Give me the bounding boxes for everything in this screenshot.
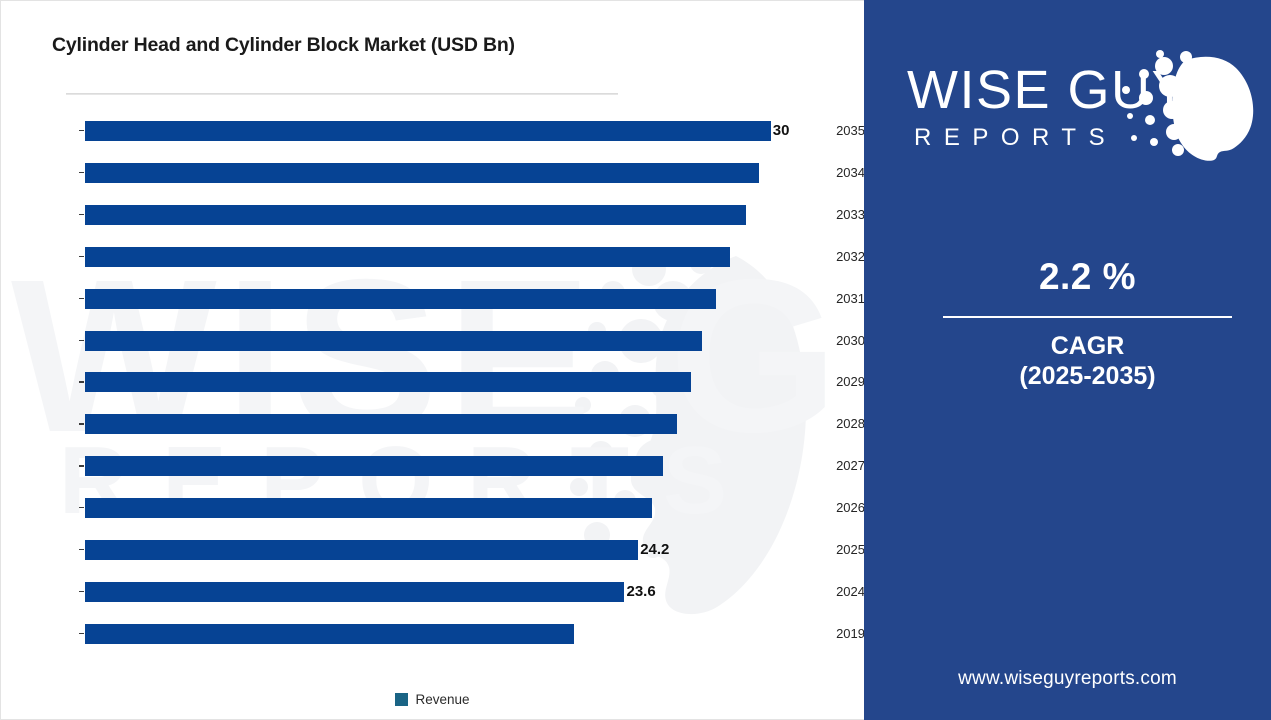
y-axis-tick-mark — [79, 130, 84, 132]
logo-secondary-text: REPORTS — [914, 124, 1117, 151]
bar-2027[interactable] — [85, 456, 664, 477]
bar-fill — [85, 540, 639, 560]
cagr-divider — [943, 315, 1232, 318]
website-url[interactable]: www.wiseguyreports.com — [958, 668, 1177, 689]
y-axis-tick-mark — [79, 213, 84, 216]
y-axis-tick-label: 2019 — [836, 625, 864, 641]
bar-2035[interactable]: 30 — [85, 121, 789, 141]
y-axis-tick-label: 2027 — [836, 458, 864, 474]
y-axis-tick-mark — [79, 590, 84, 593]
bar-2024[interactable]: 23.6 — [85, 581, 656, 602]
bar-2026[interactable] — [85, 498, 652, 519]
bar-fill — [85, 288, 716, 309]
bar-2031[interactable] — [85, 288, 716, 309]
bar-row: 2024 23.6 — [1, 581, 864, 624]
bar-row: 2033 — [1, 204, 864, 247]
bar-2025[interactable]: 24.2 — [85, 540, 669, 560]
bar-row: 2030 — [1, 330, 864, 373]
cagr-value: 2.2 % — [1038, 256, 1137, 297]
plot-area: 2035 30 2034 2033 2032 2031 2030 2029 2028 2027 20… — [1, 1, 864, 681]
logo-primary-text: WISE GUY — [907, 60, 1189, 120]
bar-row: 2032 — [1, 246, 864, 289]
y-axis-tick-mark — [79, 465, 84, 467]
y-axis-tick-label: 2034 — [836, 164, 864, 180]
bar-row: 2026 — [1, 498, 864, 540]
bar-value-label: 23.6 — [626, 582, 656, 600]
bar-fill — [85, 204, 746, 225]
bar-2034[interactable] — [85, 162, 760, 183]
y-axis-tick-mark — [79, 255, 84, 258]
brand-side-panel: WISE GUY REPORTS — [864, 0, 1271, 720]
bar-row: 2025 24.2 — [1, 540, 864, 582]
bar-fill — [85, 121, 771, 141]
bar-row: 2034 — [1, 162, 864, 205]
legend-swatch-revenue — [395, 693, 409, 706]
cagr-label: CAGR — [1050, 331, 1125, 360]
y-axis-tick-label: 2033 — [836, 206, 864, 222]
bar-fill — [85, 414, 678, 435]
bar-2033[interactable] — [85, 204, 746, 225]
bar-value-label: 24.2 — [640, 541, 670, 558]
y-axis-tick-mark — [79, 381, 84, 383]
bar-2029[interactable] — [85, 372, 691, 393]
y-axis-tick-label: 2031 — [836, 290, 864, 306]
bar-value-label: 30 — [772, 122, 790, 139]
bar-fill — [85, 162, 760, 183]
bar-fill — [85, 623, 575, 644]
bar-fill — [85, 330, 703, 351]
y-axis-tick-mark — [79, 171, 84, 174]
y-axis-tick-mark — [79, 549, 84, 551]
bar-2028[interactable] — [85, 414, 678, 435]
y-axis-tick-label: 2028 — [836, 416, 864, 432]
bar-fill — [85, 456, 664, 477]
y-axis-tick-mark — [79, 423, 84, 425]
bar-fill — [85, 372, 691, 393]
y-axis-tick-label: 2026 — [836, 500, 864, 516]
bar-2032[interactable] — [85, 246, 730, 267]
y-axis-tick-mark — [79, 339, 84, 341]
bar-row: 2031 — [1, 288, 864, 331]
y-axis-tick-label: 2035 — [836, 123, 864, 138]
y-axis-tick-label: 2029 — [836, 374, 864, 390]
y-axis-tick-label: 2032 — [836, 248, 864, 264]
y-axis-tick-label: 2025 — [836, 542, 864, 557]
bar-row: 2027 — [1, 456, 864, 498]
legend-label-revenue: Revenue — [415, 692, 470, 707]
bar-2019[interactable] — [85, 623, 575, 644]
bar-row: 2035 30 — [1, 121, 864, 163]
chart-legend: Revenue — [1, 692, 864, 707]
y-axis-tick-mark — [79, 297, 84, 299]
chart-panel: WISE G REPORTS Cylinder Head and Cylinde… — [0, 0, 864, 720]
chart-title: Cylinder Head and Cylinder Block Market … — [52, 34, 515, 56]
bar-2030[interactable] — [85, 330, 703, 351]
bar-row: 2029 — [1, 372, 864, 414]
bar-row: 2028 — [1, 414, 864, 456]
bar-fill — [85, 498, 652, 519]
y-axis-tick-label: 2030 — [836, 332, 864, 348]
y-axis-tick-label: 2024 — [836, 583, 864, 599]
title-divider — [66, 93, 618, 95]
bar-row: 2019 — [1, 623, 864, 666]
y-axis-tick-mark — [79, 632, 84, 635]
y-axis-tick-mark — [79, 507, 84, 509]
bar-fill — [85, 246, 730, 267]
bar-fill — [85, 581, 625, 602]
cagr-block: 2.2 % CAGR (2025-2035) — [943, 256, 1232, 392]
cagr-period: (2025-2035) — [1019, 362, 1156, 391]
wiseguyreports-logo: WISE GUY REPORTS — [864, 46, 1271, 161]
